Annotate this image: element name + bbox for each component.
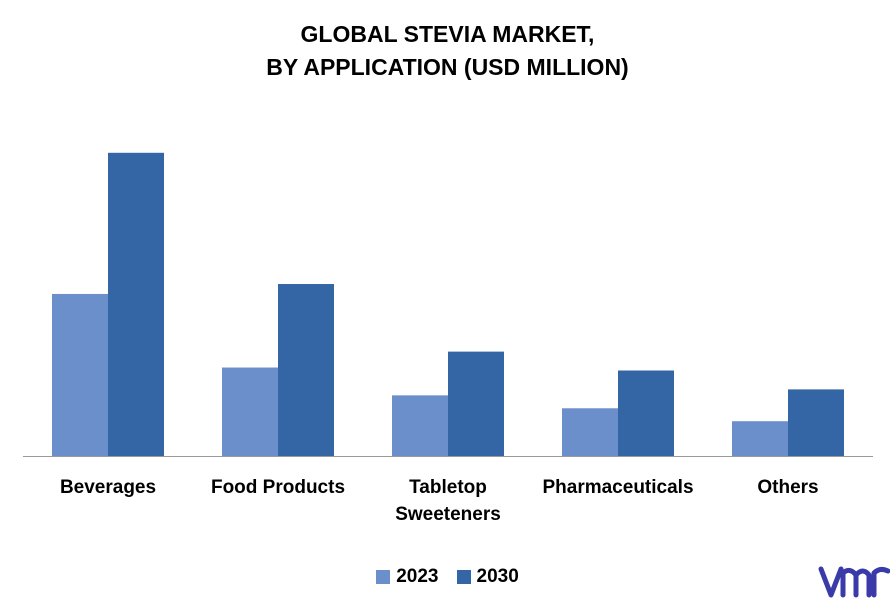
bar-2023-3 [562, 408, 618, 456]
vmr-logo-mark [818, 566, 891, 598]
bar-2023-0 [52, 293, 108, 456]
x-tick-label: Sweeteners [395, 504, 501, 525]
legend: 2023 2030 [0, 566, 895, 588]
bar-2030-0 [108, 152, 164, 456]
legend-item-2023: 2023 [376, 566, 439, 588]
bar-2023-4 [732, 421, 788, 456]
legend-swatch-2030 [456, 570, 471, 584]
x-tick-label: Tabletop [409, 477, 487, 498]
x-tick-label: Pharmaceuticals [542, 477, 693, 498]
bar-2030-4 [788, 389, 844, 456]
bar-2030-1 [278, 284, 334, 456]
legend-swatch-2023 [376, 570, 391, 584]
bar-2030-2 [448, 351, 504, 456]
legend-item-2030: 2030 [456, 566, 519, 588]
legend-label-2030: 2030 [476, 566, 519, 587]
bar-2030-3 [618, 370, 674, 456]
x-tick-label: Others [757, 477, 818, 498]
bar-2023-2 [392, 395, 448, 456]
x-tick-label: Beverages [60, 477, 156, 498]
x-tick-label: Food Products [211, 477, 345, 498]
vmr-logo [818, 563, 891, 606]
bar-2023-1 [222, 367, 278, 456]
chart-title: GLOBAL STEVIA MARKET, BY APPLICATION (US… [0, 18, 895, 84]
legend-label-2023: 2023 [396, 566, 439, 587]
chart-title-line-2: BY APPLICATION (USD MILLION) [266, 54, 629, 80]
chart-title-line-1: GLOBAL STEVIA MARKET, [300, 21, 595, 47]
